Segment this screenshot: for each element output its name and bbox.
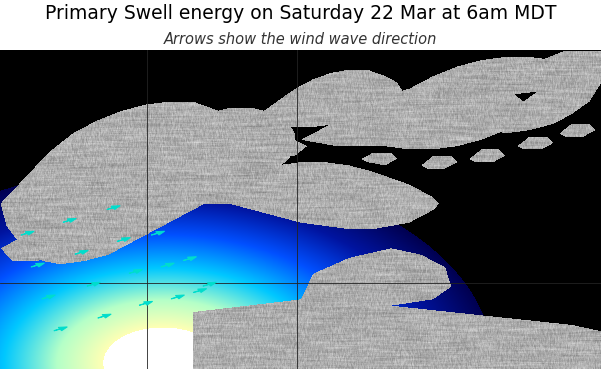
FancyArrow shape	[151, 231, 165, 235]
FancyArrow shape	[107, 206, 120, 210]
FancyArrow shape	[171, 295, 185, 299]
FancyArrow shape	[87, 282, 100, 286]
Text: Primary Swell energy on Saturday 22 Mar at 6am MDT: Primary Swell energy on Saturday 22 Mar …	[44, 4, 557, 23]
FancyArrow shape	[54, 327, 67, 331]
FancyArrow shape	[42, 295, 55, 299]
FancyArrow shape	[203, 282, 216, 286]
FancyArrow shape	[161, 263, 174, 267]
FancyArrow shape	[63, 218, 76, 223]
Text: Arrows show the wind wave direction: Arrows show the wind wave direction	[164, 31, 437, 46]
FancyArrow shape	[194, 289, 207, 293]
FancyArrow shape	[129, 269, 142, 273]
FancyArrow shape	[139, 301, 153, 305]
FancyArrow shape	[31, 263, 44, 267]
FancyArrow shape	[117, 238, 130, 242]
FancyArrow shape	[183, 257, 197, 261]
FancyArrow shape	[21, 231, 34, 235]
FancyArrow shape	[75, 250, 88, 254]
FancyArrow shape	[98, 314, 111, 318]
